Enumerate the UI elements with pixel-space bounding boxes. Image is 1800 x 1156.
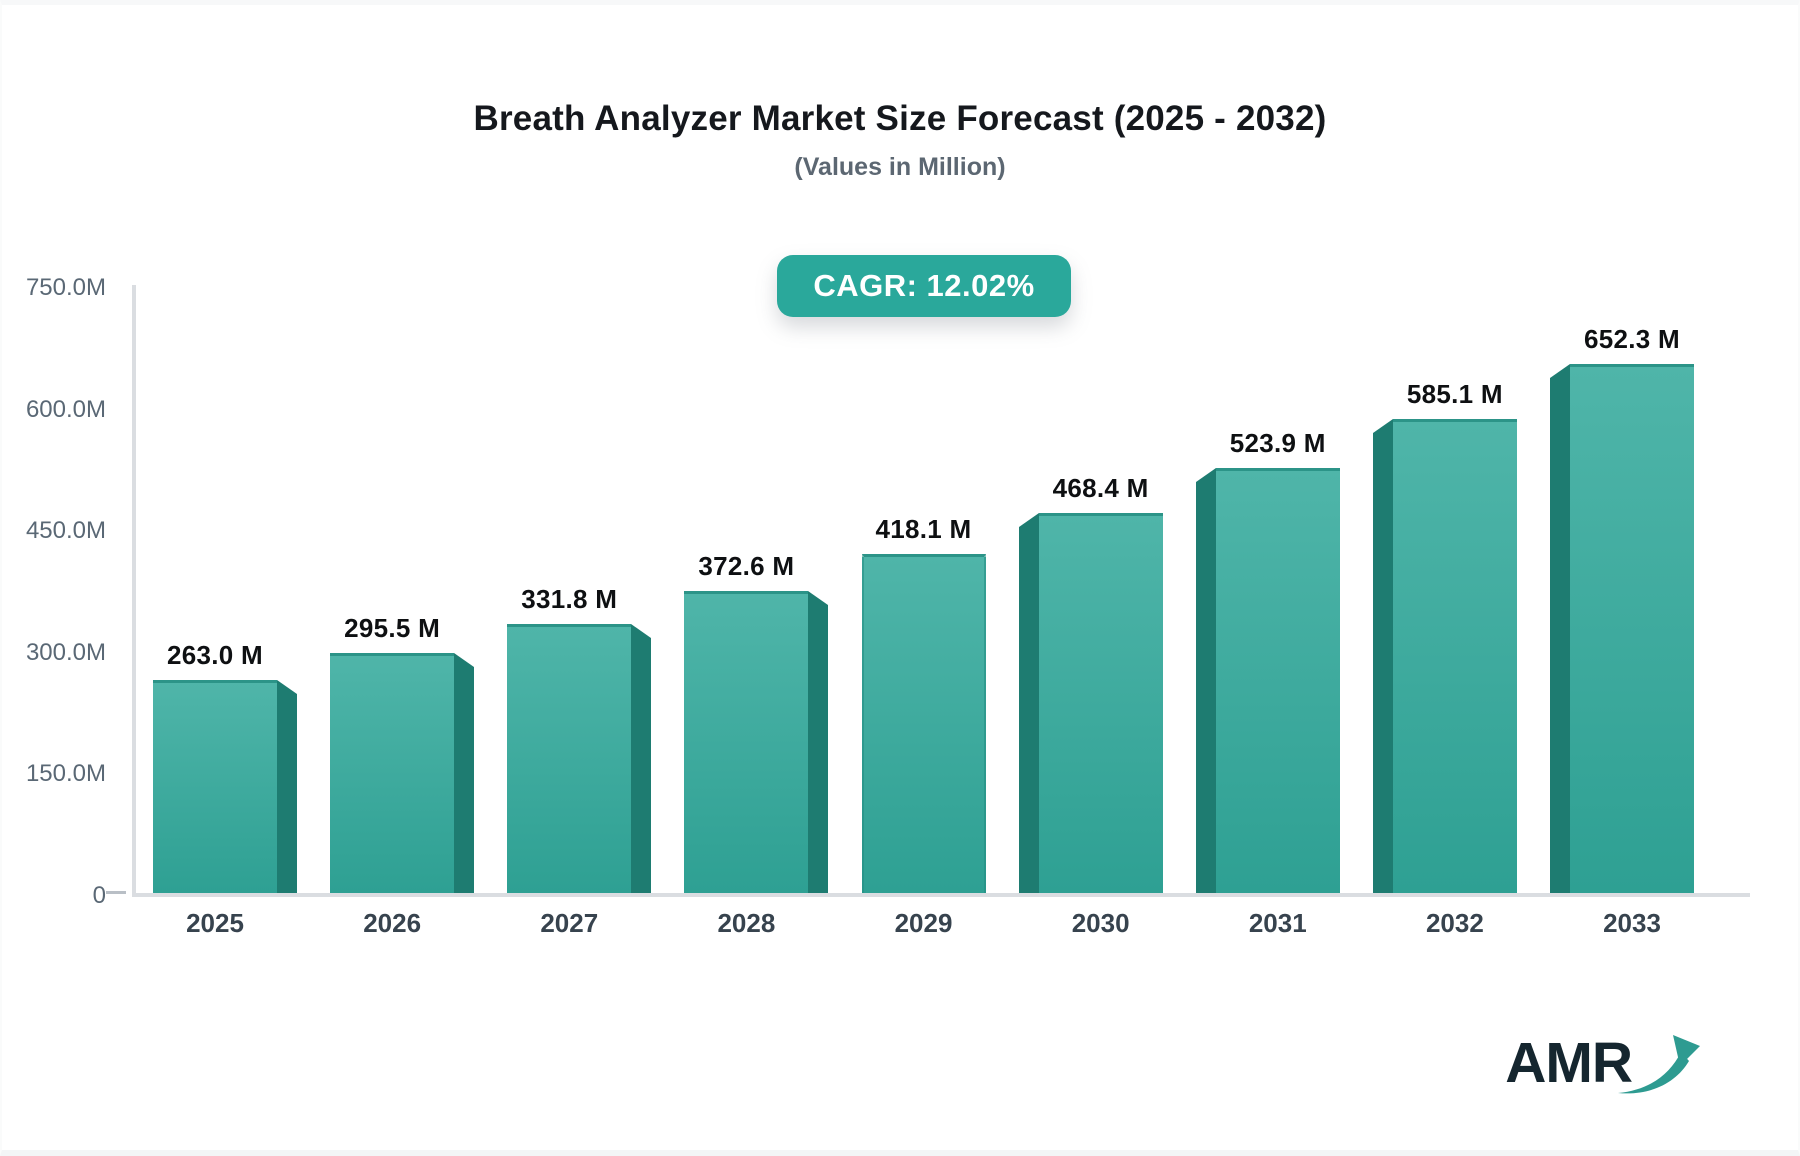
y-tick-label: 300.0M bbox=[25, 638, 106, 666]
bar-side-face bbox=[1373, 419, 1393, 893]
chart-subtitle: (Values in Million) bbox=[794, 153, 1006, 181]
y-tick-label: 0 bbox=[92, 882, 106, 909]
bar-value-label: 295.5 M bbox=[344, 613, 441, 643]
x-tick-label: 2029 bbox=[894, 908, 953, 938]
cagr-badge: CAGR: 12.02% bbox=[777, 255, 1071, 317]
bar-2029 bbox=[862, 554, 986, 893]
bar-side-face bbox=[1196, 468, 1216, 893]
bar-value-label: 418.1 M bbox=[875, 514, 972, 544]
y-tick-label: 750.0M bbox=[25, 274, 106, 301]
growth-arrow-icon bbox=[1618, 1035, 1700, 1094]
bar-2025 bbox=[153, 680, 277, 893]
bar-side-face bbox=[277, 680, 297, 893]
bar-side-face bbox=[454, 653, 474, 893]
bar-2028 bbox=[684, 591, 808, 893]
y-tick-label: 150.0M bbox=[25, 760, 106, 788]
x-tick-label: 2031 bbox=[1248, 908, 1307, 938]
bar-2032 bbox=[1393, 419, 1517, 893]
bar-value-label: 523.9 M bbox=[1229, 428, 1326, 458]
y-tick-label: 450.0M bbox=[25, 517, 106, 545]
y-tick-label: 600.0M bbox=[25, 395, 106, 423]
x-tick-label: 2026 bbox=[363, 908, 422, 938]
y-axis-line bbox=[132, 285, 136, 897]
x-tick-label: 2028 bbox=[717, 908, 776, 938]
x-tick-label: 2030 bbox=[1071, 908, 1130, 938]
cagr-badge-wrap: CAGR: 12.02% bbox=[2, 255, 1798, 317]
bar-value-label: 585.1 M bbox=[1406, 379, 1503, 409]
amr-logo: AMR bbox=[1505, 1029, 1700, 1097]
bar-2031 bbox=[1216, 468, 1340, 893]
bar-value-label: 468.4 M bbox=[1052, 473, 1149, 503]
bar-value-label: 331.8 M bbox=[521, 584, 618, 614]
x-tick-label: 2033 bbox=[1603, 908, 1661, 938]
bar-side-face bbox=[631, 624, 651, 893]
bar-value-label: 372.6 M bbox=[698, 551, 795, 581]
bar-side-face bbox=[1550, 364, 1570, 893]
bar-side-face bbox=[1019, 513, 1039, 893]
bar-2030 bbox=[1039, 513, 1163, 893]
x-tick-label: 2027 bbox=[540, 908, 599, 938]
bar-2033 bbox=[1570, 364, 1694, 893]
x-tick-label: 2025 bbox=[186, 908, 244, 938]
bar-2026 bbox=[330, 653, 454, 893]
bar-side-face bbox=[808, 591, 828, 893]
bar-2027 bbox=[507, 624, 631, 893]
bar-value-label: 263.0 M bbox=[166, 640, 264, 670]
bar-value-label: 652.3 M bbox=[1583, 324, 1681, 354]
x-tick-label: 2032 bbox=[1425, 908, 1484, 938]
chart-title: Breath Analyzer Market Size Forecast (20… bbox=[473, 99, 1327, 138]
zero-tick-mark bbox=[106, 891, 126, 894]
x-axis-line bbox=[132, 893, 1750, 897]
amr-logo-text: AMR bbox=[1505, 1031, 1633, 1095]
